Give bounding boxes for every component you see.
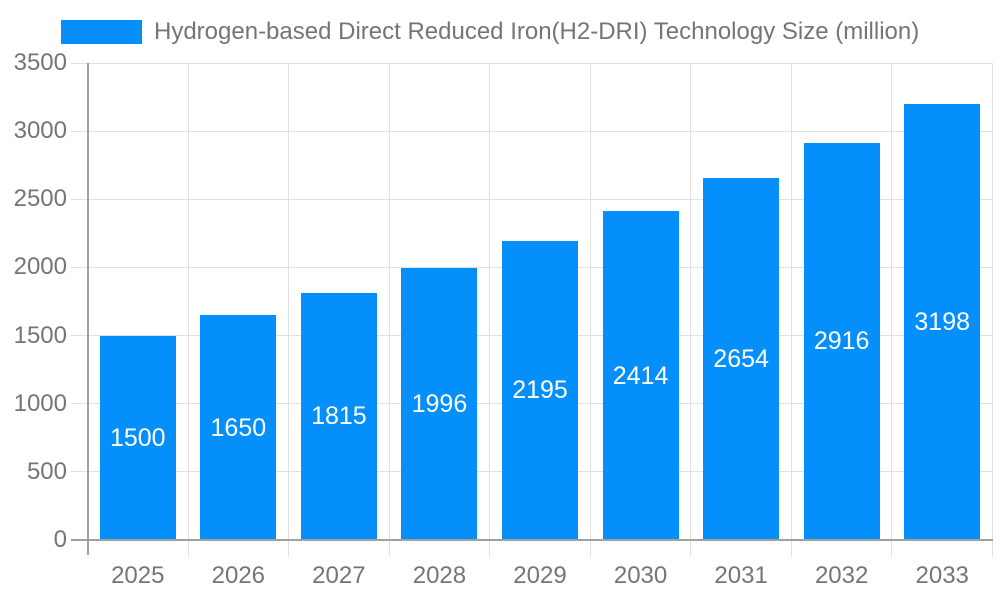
- x-axis-category-label: 2026: [211, 562, 266, 589]
- legend-item[interactable]: Hydrogen-based Direct Reduced Iron(H2-DR…: [61, 19, 919, 44]
- x-gridline: [992, 63, 993, 557]
- y-axis-tick-label: 2000: [13, 253, 67, 281]
- bar-value-label: 1650: [210, 413, 267, 442]
- x-gridline: [288, 63, 290, 557]
- x-gridline: [589, 63, 591, 557]
- x-gridline: [690, 63, 692, 557]
- bar-value-label: 2916: [813, 327, 870, 356]
- y-axis-tick-label: 1500: [13, 321, 67, 349]
- bar[interactable]: [200, 315, 277, 540]
- x-gridline: [891, 63, 893, 557]
- legend-series-label: Hydrogen-based Direct Reduced Iron(H2-DR…: [154, 18, 920, 45]
- bar-value-label: 2654: [713, 345, 769, 374]
- y-gridline: [71, 62, 993, 64]
- x-axis-line: [71, 538, 993, 541]
- x-axis-category-label: 2032: [814, 562, 869, 589]
- y-axis-tick-label: 3000: [13, 117, 67, 145]
- y-axis-tick-label: 500: [26, 457, 67, 485]
- bar[interactable]: [300, 292, 377, 540]
- y-gridline: [71, 130, 993, 132]
- bar[interactable]: [904, 104, 981, 540]
- x-axis-category-label: 2028: [412, 562, 467, 589]
- x-gridline: [489, 63, 491, 557]
- bar[interactable]: [602, 211, 679, 540]
- bar-value-label: 1815: [311, 402, 367, 431]
- y-axis-tick-label: 1000: [13, 389, 67, 417]
- x-axis-category-label: 2027: [312, 562, 366, 589]
- bar[interactable]: [99, 335, 176, 540]
- x-axis-category-label: 2031: [714, 562, 768, 589]
- x-gridline: [388, 63, 390, 557]
- bar-value-label: 3198: [914, 308, 971, 337]
- x-gridline: [187, 63, 189, 557]
- y-axis-tick-label: 3500: [13, 49, 67, 76]
- bar-value-label: 1500: [109, 423, 166, 452]
- x-axis-category-label: 2030: [613, 562, 668, 589]
- chart-legend: Hydrogen-based Direct Reduced Iron(H2-DR…: [61, 19, 919, 44]
- bar-value-label: 1996: [411, 389, 468, 418]
- x-axis-category-label: 2025: [111, 562, 165, 589]
- bar-value-label: 2195: [512, 376, 568, 405]
- y-axis-tick-label: 0: [53, 526, 67, 553]
- legend-color-swatch: [61, 19, 142, 44]
- bar-value-label: 2414: [612, 361, 669, 390]
- y-axis-line: [86, 63, 89, 555]
- bar[interactable]: [401, 267, 478, 540]
- x-axis-category-label: 2029: [513, 562, 567, 589]
- y-axis-tick-label: 2500: [13, 185, 67, 213]
- bar[interactable]: [703, 178, 780, 540]
- bar[interactable]: [803, 142, 880, 540]
- x-gridline: [790, 63, 792, 557]
- y-gridline: [71, 198, 993, 200]
- bar[interactable]: [502, 240, 578, 540]
- x-axis-category-label: 2033: [915, 562, 969, 589]
